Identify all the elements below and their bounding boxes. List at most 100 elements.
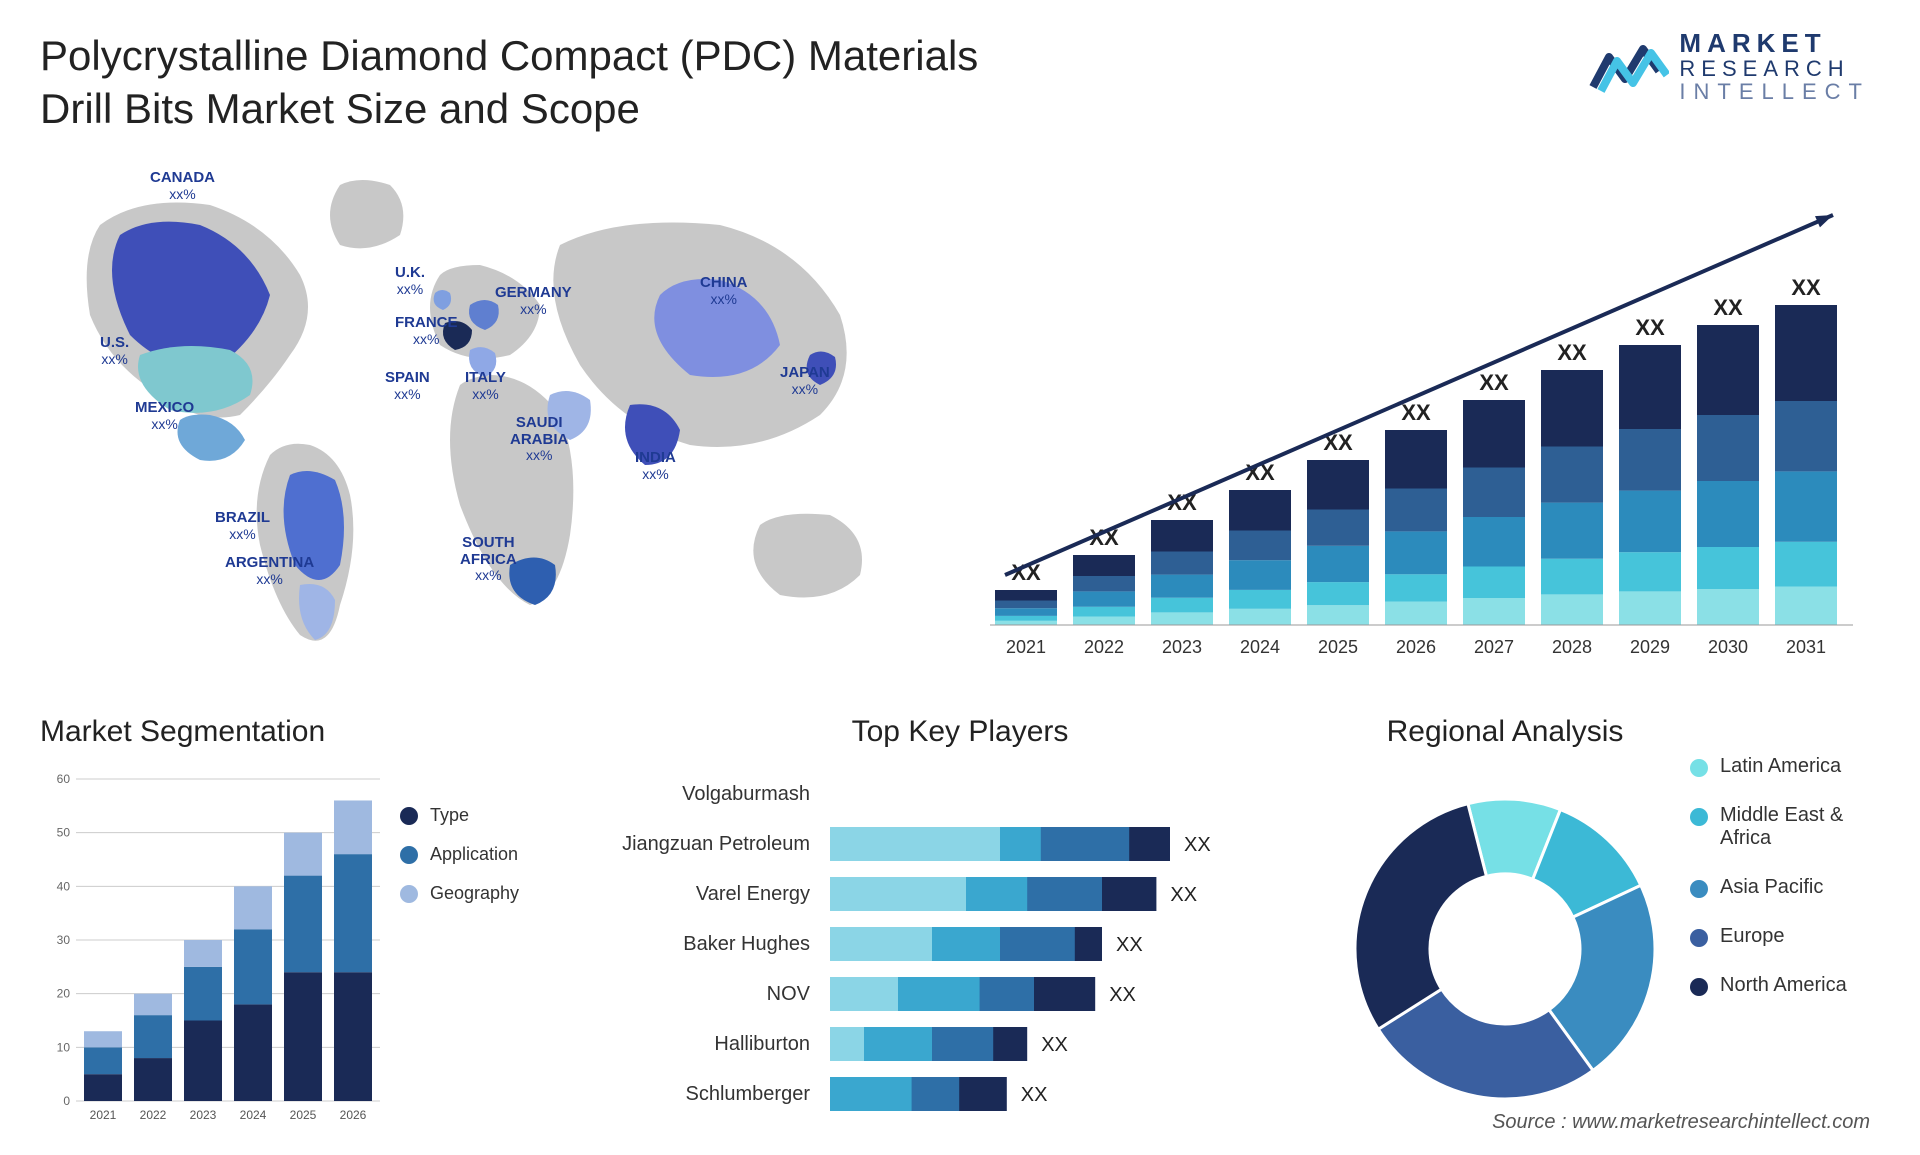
svg-text:2026: 2026 <box>340 1108 367 1122</box>
players-labels: VolgaburmashJiangzuan PetroleumVarel Ene… <box>610 769 810 1134</box>
map-label: MEXICOxx% <box>135 400 194 432</box>
legend-dot-icon <box>400 807 418 825</box>
players-title: Top Key Players <box>610 715 1310 749</box>
legend-item: Application <box>400 844 580 865</box>
svg-text:2021: 2021 <box>90 1108 117 1122</box>
svg-text:XX: XX <box>1116 934 1143 956</box>
growth-bar-chart: XX2021XX2022XX2023XX2024XX2025XX2026XX20… <box>960 165 1880 685</box>
svg-text:40: 40 <box>57 879 71 893</box>
player-name: Varel Energy <box>610 869 810 919</box>
svg-text:60: 60 <box>57 772 71 786</box>
logo-line2: RESEARCH <box>1679 57 1870 80</box>
legend-item: Europe <box>1690 925 1880 948</box>
legend-label: Middle East & Africa <box>1720 804 1880 850</box>
player-name: Halliburton <box>610 1019 810 1069</box>
page-title: Polycrystalline Diamond Compact (PDC) Ma… <box>40 30 1040 135</box>
map-label: ITALYxx% <box>465 370 506 402</box>
legend-label: Application <box>430 844 518 865</box>
legend-dot-icon <box>1690 808 1708 826</box>
svg-text:2025: 2025 <box>290 1108 317 1122</box>
legend-label: Latin America <box>1720 755 1841 778</box>
regional-donut <box>1340 769 1670 1109</box>
legend-item: Latin America <box>1690 755 1880 778</box>
legend-dot-icon <box>1690 880 1708 898</box>
svg-text:XX: XX <box>1109 984 1136 1006</box>
legend-dot-icon <box>1690 759 1708 777</box>
svg-text:2030: 2030 <box>1708 637 1748 657</box>
legend-item: Geography <box>400 883 580 904</box>
source-text: Source : www.marketresearchintellect.com <box>1492 1111 1870 1134</box>
svg-text:XX: XX <box>1791 275 1821 300</box>
svg-text:XX: XX <box>1401 400 1431 425</box>
svg-text:XX: XX <box>1021 1084 1048 1106</box>
logo-mark-icon <box>1589 37 1669 97</box>
svg-text:20: 20 <box>57 987 71 1001</box>
legend-item: Type <box>400 805 580 826</box>
player-name: Baker Hughes <box>610 919 810 969</box>
map-label: BRAZILxx% <box>215 510 270 542</box>
svg-text:2028: 2028 <box>1552 637 1592 657</box>
player-name: Schlumberger <box>610 1069 810 1119</box>
player-name: Volgaburmash <box>610 769 810 819</box>
map-label: JAPANxx% <box>780 365 830 397</box>
svg-text:2021: 2021 <box>1006 637 1046 657</box>
player-name: Jiangzuan Petroleum <box>610 819 810 869</box>
map-label: U.K.xx% <box>395 265 425 297</box>
legend-item: North America <box>1690 974 1880 997</box>
players-bars: XX XX XX XX XX XX <box>830 769 1310 1134</box>
regional-legend: Latin America Middle East & Africa Asia Pa… <box>1690 715 1880 1155</box>
svg-text:50: 50 <box>57 826 71 840</box>
map-label: SAUDIARABIAxx% <box>510 415 568 463</box>
legend-item: Asia Pacific <box>1690 876 1880 899</box>
regional-title: Regional Analysis <box>1340 715 1670 749</box>
logo-line3: INTELLECT <box>1679 80 1870 103</box>
world-map-panel: CANADAxx% U.S.xx% MEXICOxx% BRAZILxx% ARGENT… <box>40 165 920 685</box>
svg-text:2023: 2023 <box>190 1108 217 1122</box>
map-label: CANADAxx% <box>150 170 215 202</box>
legend-label: Type <box>430 805 469 826</box>
svg-text:XX: XX <box>1557 340 1587 365</box>
svg-text:2027: 2027 <box>1474 637 1514 657</box>
svg-text:2022: 2022 <box>1084 637 1124 657</box>
svg-text:2022: 2022 <box>140 1108 167 1122</box>
brand-logo: MARKET RESEARCH INTELLECT <box>1589 30 1870 103</box>
svg-text:2023: 2023 <box>1162 637 1202 657</box>
svg-text:XX: XX <box>1635 315 1665 340</box>
segmentation-chart: 0 10 20 30 40 50 60 2021 2022 2023 2024 2025 2026 <box>40 769 380 1134</box>
svg-text:2029: 2029 <box>1630 637 1670 657</box>
svg-text:XX: XX <box>1479 370 1509 395</box>
svg-text:XX: XX <box>1184 834 1211 856</box>
map-label: SPAINxx% <box>385 370 430 402</box>
segmentation-title: Market Segmentation <box>40 715 380 749</box>
svg-text:2025: 2025 <box>1318 637 1358 657</box>
map-label: FRANCExx% <box>395 315 458 347</box>
legend-label: North America <box>1720 974 1847 997</box>
map-label: SOUTHAFRICAxx% <box>460 535 517 583</box>
map-label: GERMANYxx% <box>495 285 572 317</box>
svg-text:2024: 2024 <box>240 1108 267 1122</box>
legend-dot-icon <box>1690 978 1708 996</box>
segmentation-legend: Type Application Geography <box>400 715 580 1155</box>
svg-text:30: 30 <box>57 933 71 947</box>
logo-line1: MARKET <box>1679 30 1870 57</box>
legend-dot-icon <box>400 885 418 903</box>
map-label: CHINAxx% <box>700 275 748 307</box>
legend-label: Geography <box>430 883 519 904</box>
map-label: U.S.xx% <box>100 335 129 367</box>
player-name: NOV <box>610 969 810 1019</box>
map-label: ARGENTINAxx% <box>225 555 314 587</box>
svg-text:10: 10 <box>57 1040 71 1054</box>
legend-label: Europe <box>1720 925 1785 948</box>
svg-text:0: 0 <box>63 1094 70 1108</box>
legend-dot-icon <box>400 846 418 864</box>
svg-text:2031: 2031 <box>1786 637 1826 657</box>
map-label: INDIAxx% <box>635 450 676 482</box>
legend-item: Middle East & Africa <box>1690 804 1880 850</box>
svg-text:XX: XX <box>1041 1034 1068 1056</box>
svg-text:2024: 2024 <box>1240 637 1280 657</box>
svg-text:XX: XX <box>1170 884 1197 906</box>
svg-text:XX: XX <box>1713 295 1743 320</box>
legend-label: Asia Pacific <box>1720 876 1823 899</box>
svg-text:2026: 2026 <box>1396 637 1436 657</box>
legend-dot-icon <box>1690 929 1708 947</box>
